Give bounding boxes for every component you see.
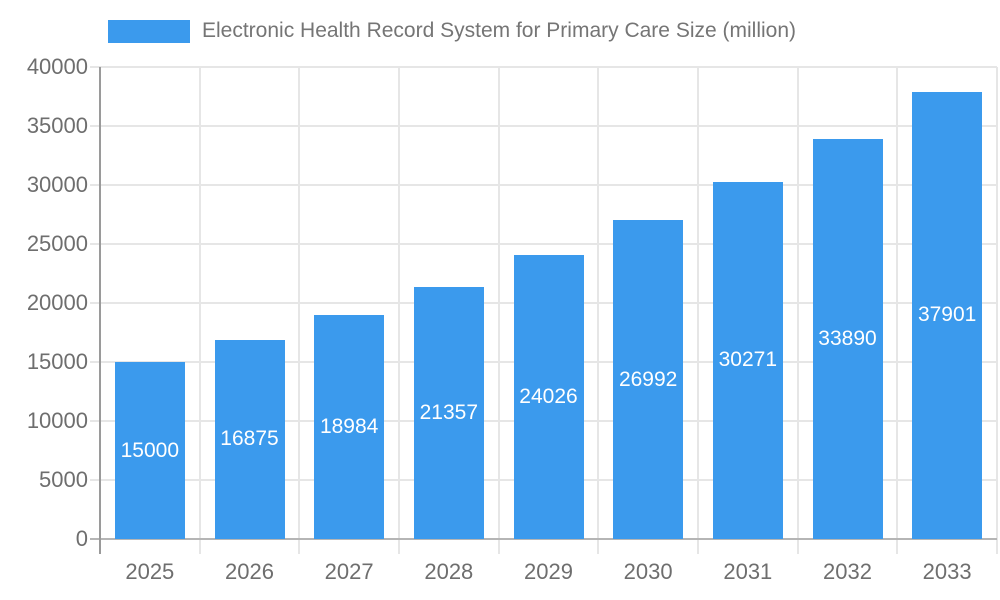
bar[interactable] xyxy=(712,181,783,539)
legend-swatch[interactable] xyxy=(108,19,190,43)
h-gridline xyxy=(90,184,997,186)
bar[interactable] xyxy=(912,91,983,539)
y-tick-label: 35000 xyxy=(26,113,88,138)
v-gridline xyxy=(996,67,998,554)
y-tick-label: 30000 xyxy=(26,172,88,197)
v-gridline xyxy=(896,67,899,554)
x-tick-label: 2030 xyxy=(623,559,673,584)
y-tick-label: 25000 xyxy=(26,231,88,256)
v-gridline xyxy=(697,67,699,554)
y-tick-label: 0 xyxy=(75,526,88,551)
x-axis-line xyxy=(90,538,997,540)
x-tick-label: 2028 xyxy=(424,559,474,584)
bar[interactable] xyxy=(413,286,484,539)
bar[interactable] xyxy=(513,255,584,539)
x-tick-label: 2031 xyxy=(723,559,773,584)
h-gridline xyxy=(90,243,997,245)
legend[interactable]: Electronic Health Record System for Prim… xyxy=(108,17,796,45)
y-axis-line xyxy=(99,67,101,554)
plot-area: 0 5000 10000 15000 20000 25000 30000 35000 40000… xyxy=(27,54,998,584)
x-tick-label: 2027 xyxy=(324,559,374,584)
x-tick-label: 2032 xyxy=(823,559,872,584)
y-tick-label: 40000 xyxy=(26,54,88,79)
chart-title: Electronic Health Record System for Prim… xyxy=(202,19,796,42)
bar[interactable] xyxy=(613,220,684,539)
v-gridline xyxy=(398,67,400,554)
h-gridline xyxy=(90,66,997,68)
y-tick-label: 5000 xyxy=(39,467,88,492)
v-gridline xyxy=(597,67,600,554)
v-gridline xyxy=(497,67,500,554)
bar[interactable] xyxy=(114,362,185,539)
x-tick-label: 2025 xyxy=(125,559,175,584)
v-gridline xyxy=(796,67,799,554)
x-tick-label: 2029 xyxy=(524,559,573,584)
bar[interactable] xyxy=(214,339,285,539)
h-gridline xyxy=(90,125,997,127)
y-tick-label: 15000 xyxy=(26,349,88,374)
x-tick-label: 2026 xyxy=(225,559,274,584)
v-gridline xyxy=(298,67,301,554)
y-tick-label: 10000 xyxy=(26,408,88,433)
v-gridline xyxy=(198,67,201,554)
bar[interactable] xyxy=(812,139,883,539)
bar[interactable] xyxy=(314,314,385,539)
y-tick-label: 20000 xyxy=(26,290,88,315)
x-tick-label: 2033 xyxy=(922,559,972,584)
